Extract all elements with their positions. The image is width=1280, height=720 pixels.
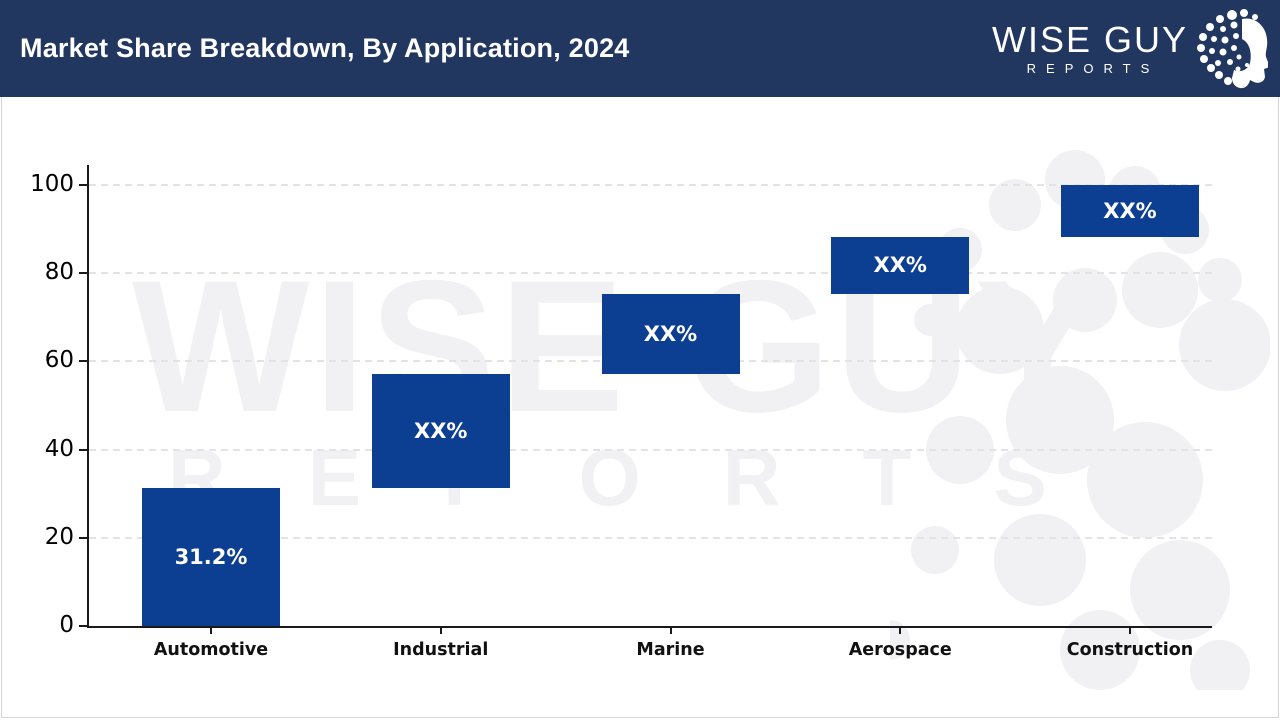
x-tick-construction — [1129, 626, 1131, 634]
y-tick-label-80: 80 — [44, 259, 74, 286]
x-tick-marine — [669, 626, 672, 634]
y-tick-100 — [79, 184, 87, 186]
bar-automotive: 31.2% — [142, 488, 280, 626]
y-tick-label-100: 100 — [30, 171, 74, 197]
watermark-reports: REPORTS — [168, 433, 1129, 522]
y-axis — [87, 165, 89, 628]
logo-text: WISE GUY REPORTS — [991, 19, 1188, 76]
bar-label-aerospace: XX% — [873, 253, 927, 278]
x-tick-label-industrial: Industrial — [393, 640, 489, 660]
y-tick-80 — [79, 272, 87, 275]
y-tick-0 — [79, 625, 87, 627]
x-tick-aerospace — [899, 626, 902, 634]
x-tick-industrial — [439, 626, 442, 634]
y-tick-label-0: 0 — [59, 612, 74, 638]
bar-label-construction: XX% — [1103, 198, 1157, 223]
wise-guy-logo: WISE GUY REPORTS — [992, 7, 1268, 91]
y-tick-label-40: 40 — [44, 435, 74, 462]
gridline-20 — [89, 536, 1212, 539]
x-tick-label-automotive: Automotive — [153, 640, 269, 660]
bar-aerospace: XX% — [831, 236, 970, 294]
x-tick-label-marine: Marine — [636, 640, 705, 660]
y-tick-60 — [79, 360, 87, 363]
bar-label-industrial: XX% — [414, 419, 468, 444]
page-title: Market Share Breakdown, By Application, … — [20, 33, 630, 63]
bar-industrial: XX% — [371, 373, 510, 489]
header: Market Share Breakdown, By Application, … — [0, 0, 1280, 97]
wise-guy-head-icon — [1197, 8, 1268, 88]
x-tick-label-aerospace: Aerospace — [848, 640, 952, 660]
x-axis — [87, 626, 1212, 628]
bar-construction: XX% — [1061, 185, 1199, 237]
y-tick-label-60: 60 — [44, 347, 74, 374]
x-tick-automotive — [210, 626, 212, 634]
gridline-40 — [89, 448, 1212, 451]
y-tick-20 — [79, 536, 87, 539]
logo-reports-label: REPORTS — [1026, 61, 1160, 76]
logo-wise-guy-label: WISE GUY — [991, 19, 1188, 60]
y-tick-40 — [79, 448, 87, 451]
bar-marine: XX% — [601, 293, 740, 374]
bar-label-marine: XX% — [643, 321, 698, 346]
bar-label-automotive: 31.2% — [174, 545, 248, 570]
y-tick-label-20: 20 — [44, 523, 74, 550]
gridline-80 — [89, 272, 1212, 275]
x-tick-label-construction: Construction — [1066, 640, 1194, 660]
gridline-100 — [89, 184, 1212, 186]
